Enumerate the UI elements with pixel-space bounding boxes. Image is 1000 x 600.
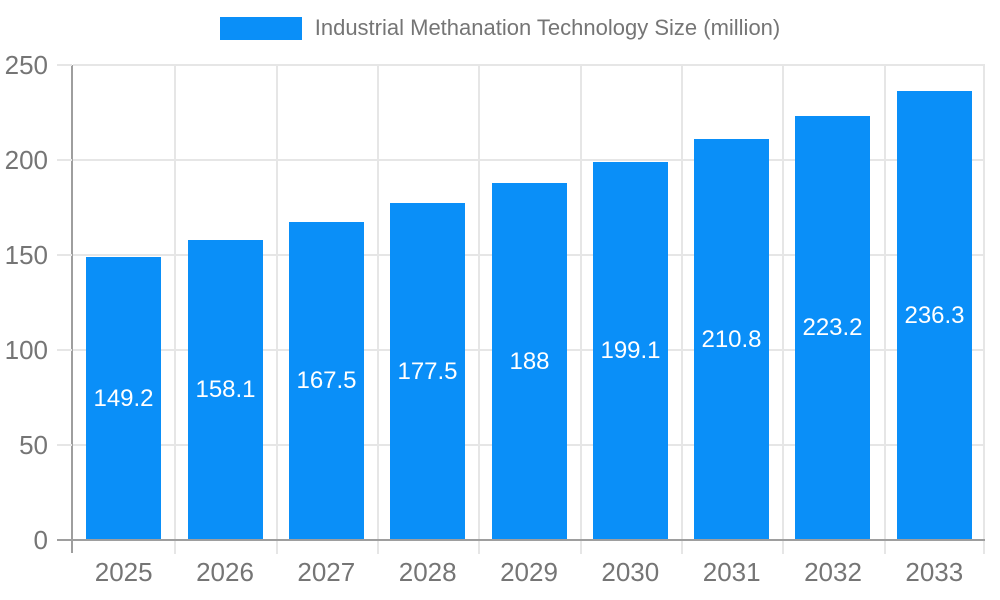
bar-2033[interactable]: 236.3: [897, 91, 972, 540]
bar-2032[interactable]: 223.2: [795, 116, 870, 540]
v-gridline-9: [983, 65, 985, 540]
bar-2026[interactable]: 158.1: [188, 240, 263, 540]
v-gridline-2: [276, 65, 278, 540]
y-axis-label-50: 50: [19, 430, 48, 460]
x-axis-label-2028: 2028: [398, 557, 457, 587]
bar-2030[interactable]: 199.1: [593, 162, 668, 540]
x-axis-line: [57, 539, 985, 541]
bar-value-label-2025: 149.2: [93, 384, 154, 412]
bar-value-label-2030: 199.1: [600, 337, 661, 364]
v-gridline-3: [377, 65, 379, 540]
x-tick-2: [276, 541, 278, 554]
x-axis-label-2029: 2029: [500, 557, 558, 587]
x-axis-label-2027: 2027: [297, 557, 356, 587]
x-tick-9: [983, 541, 985, 554]
x-tick-4: [478, 541, 480, 554]
v-gridline-1: [174, 65, 176, 540]
y-tick-100: [57, 349, 72, 351]
h-gridline-250: [73, 64, 985, 66]
bar-value-label-2029: 188: [509, 347, 550, 375]
bar-value-label-2031: 210.8: [701, 325, 762, 353]
x-axis-label-2025: 2025: [94, 557, 153, 587]
x-axis-label-2030: 2030: [601, 557, 660, 587]
bar-value-label-2033: 236.3: [904, 301, 965, 329]
bar-value-label-2028: 177.5: [397, 357, 458, 385]
bar-2031[interactable]: 210.8: [694, 139, 769, 540]
bar-value-label-2027: 167.5: [296, 367, 357, 394]
v-gridline-8: [884, 65, 886, 540]
v-gridline-5: [580, 65, 582, 540]
v-gridline-6: [681, 65, 683, 540]
bar-2025[interactable]: 149.2: [86, 257, 161, 540]
bar-2027[interactable]: 167.5: [289, 222, 364, 540]
legend-swatch: [219, 16, 302, 40]
x-tick-3: [377, 541, 379, 554]
y-axis-label-150: 150: [4, 240, 48, 270]
h-gridline-200: [73, 159, 985, 161]
x-axis-label-2031: 2031: [702, 557, 761, 587]
x-tick-5: [580, 541, 582, 554]
legend-label: Industrial Methanation Technology Size (…: [314, 15, 781, 40]
y-tick-200: [57, 159, 72, 161]
v-gridline-4: [478, 65, 480, 540]
y-axis-label-250: 250: [4, 50, 48, 80]
x-tick-1: [174, 541, 176, 554]
x-axis-label-2026: 2026: [196, 557, 254, 587]
y-axis-label-100: 100: [4, 335, 48, 365]
y-tick-150: [57, 254, 72, 256]
x-tick-7: [782, 541, 784, 554]
bar-2029[interactable]: 188: [492, 183, 567, 540]
y-axis-line: [71, 65, 73, 553]
x-axis-label-2032: 2032: [804, 557, 862, 587]
v-gridline-7: [782, 65, 784, 540]
y-tick-250: [57, 64, 72, 66]
y-axis-label-200: 200: [4, 145, 48, 175]
y-axis-label-0: 0: [33, 525, 48, 555]
y-tick-50: [57, 444, 72, 446]
x-axis-label-2033: 2033: [905, 557, 964, 587]
bar-value-label-2032: 223.2: [802, 314, 863, 341]
bar-2028[interactable]: 177.5: [390, 203, 465, 540]
bar-value-label-2026: 158.1: [195, 376, 256, 403]
chart-legend[interactable]: Industrial Methanation Technology Size (…: [0, 14, 1000, 42]
x-tick-8: [884, 541, 886, 554]
x-tick-6: [681, 541, 683, 554]
plot-area: 149.2 158.1 167.5 177.5 188 199.1 210.8 223.2 23…: [73, 64, 985, 540]
